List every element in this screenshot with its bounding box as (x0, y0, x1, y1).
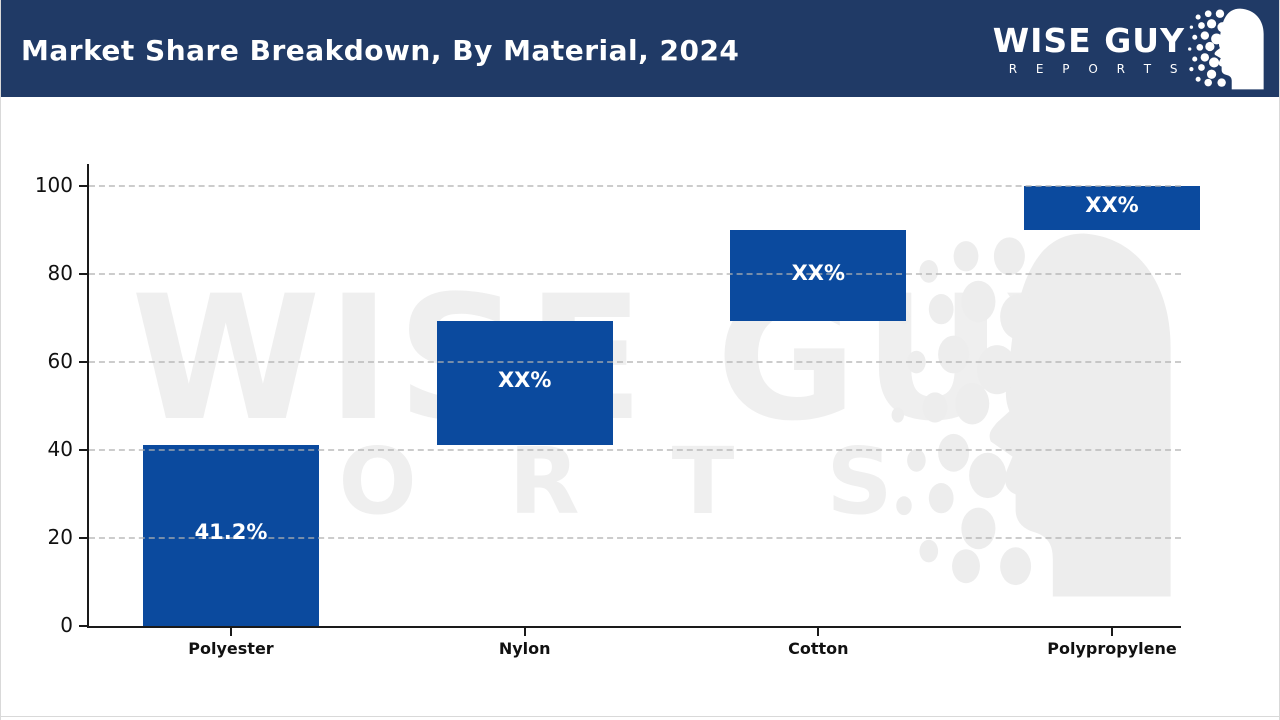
brand-logo: WISE GUY R E P O R T S (993, 6, 1271, 92)
y-tick-label-80: 80 (47, 261, 73, 285)
y-axis-tick-60 (79, 361, 87, 363)
logo-name: WISE GUY (992, 20, 1185, 60)
y-tick-label-60: 60 (47, 349, 73, 373)
y-axis-line (87, 164, 89, 628)
logo-head-icon (1179, 7, 1271, 91)
logo-subtext: R E P O R T S (1008, 61, 1185, 76)
x-axis-tick-polyester (230, 628, 232, 636)
bar-nylon (436, 321, 613, 445)
category-label-polypropylene: Polypropylene (1047, 639, 1177, 658)
y-tick-label-20: 20 (47, 525, 73, 549)
y-axis-tick-0 (79, 625, 87, 627)
y-tick-label-40: 40 (47, 437, 73, 461)
bar-label-nylon: XX% (497, 367, 552, 392)
logo-wordmark: WISE GUY R E P O R T S (992, 20, 1185, 76)
gridline-40 (89, 449, 1181, 451)
header: Market Share Breakdown, By Material, 202… (1, 0, 1279, 97)
y-axis-tick-20 (79, 537, 87, 539)
page-bottom-border (1, 716, 1279, 717)
watermark-head-icon (873, 226, 1183, 604)
category-label-cotton: Cotton (788, 639, 849, 658)
y-axis-tick-100 (79, 185, 87, 187)
y-axis-tick-40 (79, 449, 87, 451)
x-axis-tick-nylon (523, 628, 526, 636)
x-axis-tick-cotton (817, 628, 820, 636)
gridline-60 (89, 361, 1181, 363)
y-axis-tick-80 (79, 273, 87, 275)
y-tick-label-100: 100 (34, 173, 73, 197)
page-title: Market Share Breakdown, By Material, 202… (21, 34, 740, 67)
bar-label-polypropylene: XX% (1085, 193, 1139, 217)
gridline-100 (89, 185, 1181, 187)
bar-label-cotton: XX% (791, 260, 846, 285)
gridline-20 (89, 537, 1181, 539)
bar-polypropylene (1024, 186, 1200, 230)
x-axis-tick-polypropylene (1111, 628, 1113, 636)
gridline-80 (89, 273, 1181, 275)
category-label-polyester: Polyester (188, 639, 274, 658)
category-label-nylon: Nylon (498, 639, 551, 658)
bar-cotton (730, 230, 907, 322)
x-axis-line (87, 626, 1181, 628)
bar-polyester (143, 444, 319, 626)
y-tick-label-0: 0 (60, 613, 73, 637)
bar-label-polyester: 41.2% (194, 520, 268, 545)
